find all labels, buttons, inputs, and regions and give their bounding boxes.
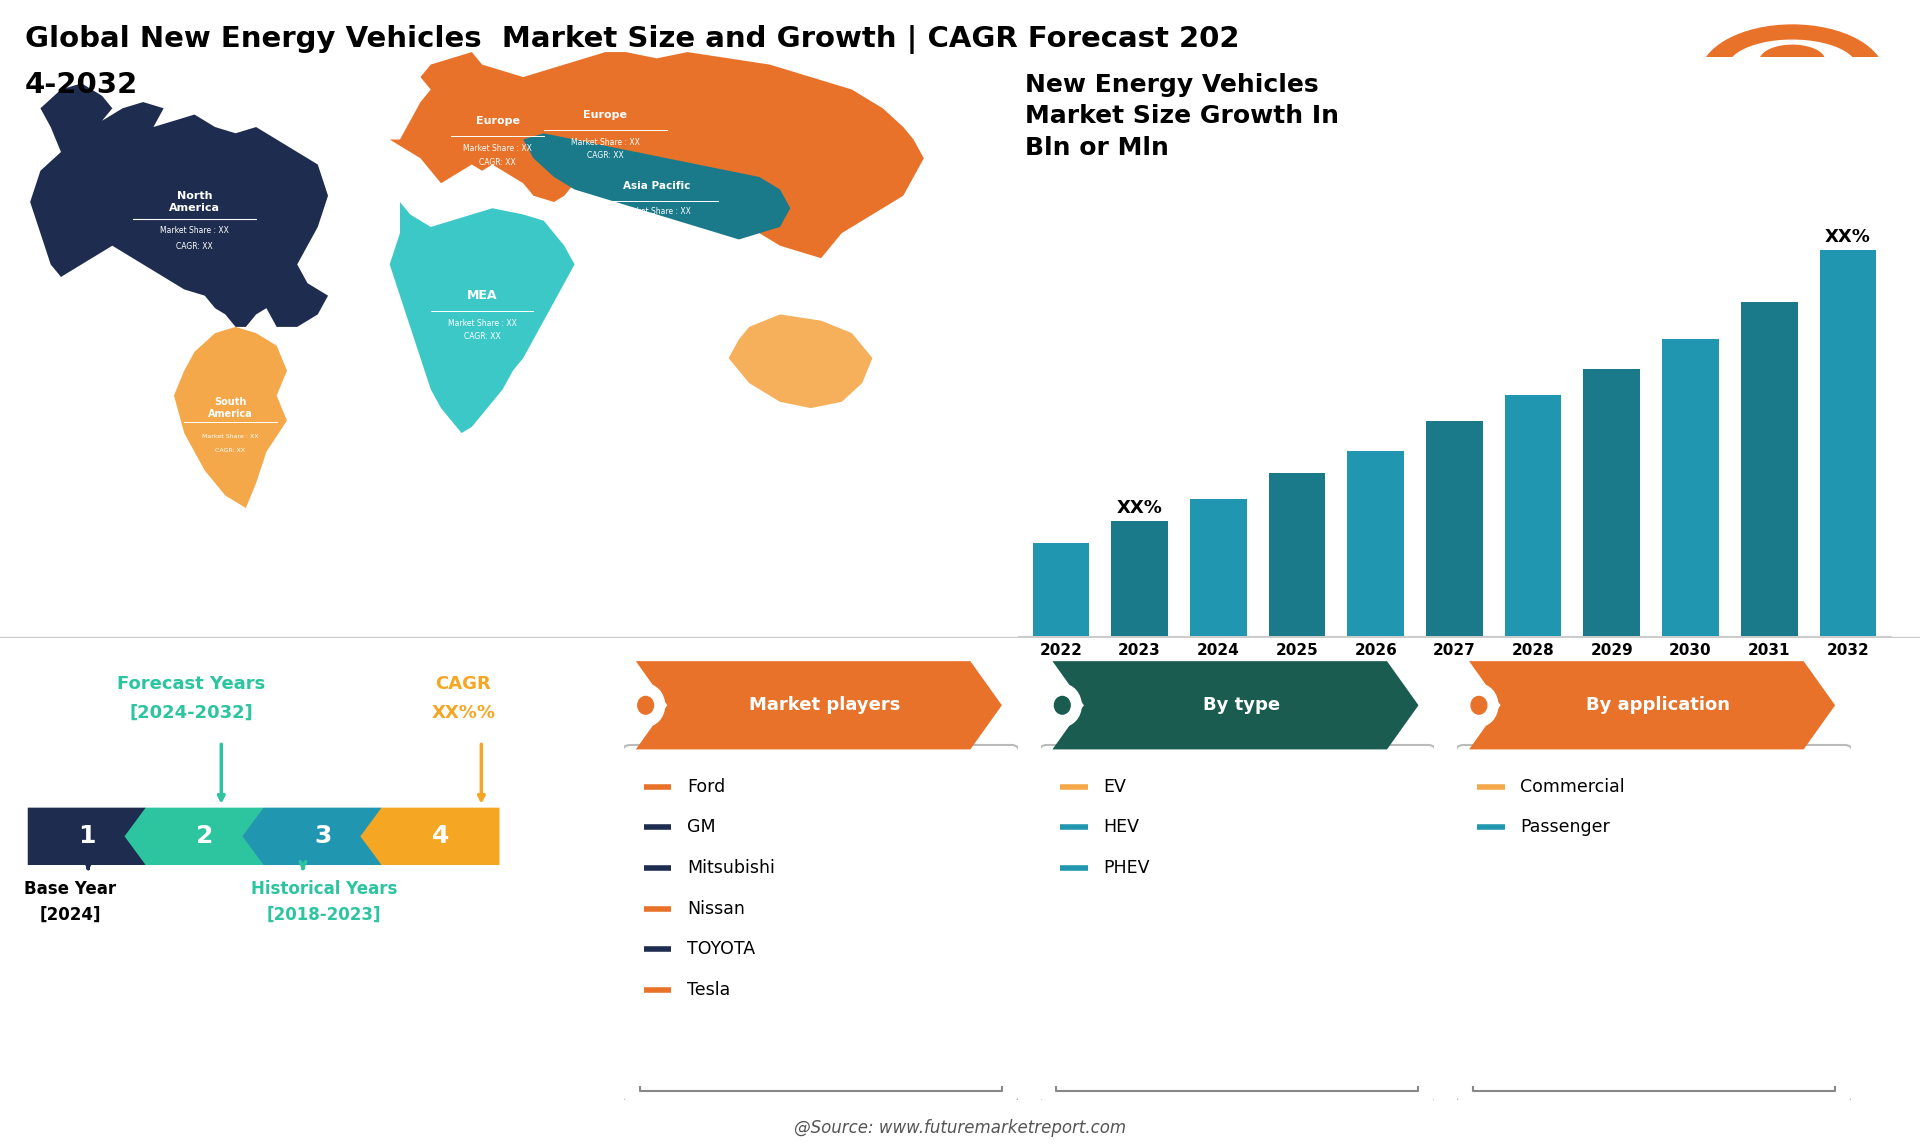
Polygon shape <box>31 84 328 327</box>
Text: Market Share : XX: Market Share : XX <box>202 434 259 439</box>
Text: CAGR: XX: CAGR: XX <box>637 221 676 230</box>
Text: CAGR: XX: CAGR: XX <box>588 151 624 160</box>
Text: Base Year: Base Year <box>25 880 115 897</box>
Bar <box>1820 250 1876 636</box>
Text: CAGR: XX: CAGR: XX <box>215 448 246 453</box>
Text: Mitsubishi: Mitsubishi <box>687 860 776 877</box>
Circle shape <box>1043 684 1081 727</box>
Text: GM: GM <box>687 818 716 837</box>
Polygon shape <box>390 52 595 202</box>
Text: Passenger: Passenger <box>1521 818 1611 837</box>
Text: HEV: HEV <box>1104 818 1140 837</box>
Polygon shape <box>1728 40 1857 68</box>
FancyBboxPatch shape <box>1039 745 1436 1102</box>
Text: Global New Energy Vehicles  Market Size and Growth | CAGR Forecast 202: Global New Energy Vehicles Market Size a… <box>25 25 1240 54</box>
Text: 2: 2 <box>196 824 213 848</box>
Text: Historical Years: Historical Years <box>252 880 397 897</box>
Text: 1: 1 <box>79 824 96 848</box>
Text: Commercial: Commercial <box>1521 778 1624 796</box>
Text: Europe: Europe <box>584 110 628 119</box>
Circle shape <box>1471 697 1486 714</box>
Text: @Source: www.futuremarketreport.com: @Source: www.futuremarketreport.com <box>795 1118 1125 1137</box>
Polygon shape <box>1052 661 1419 749</box>
Text: Forecast Years: Forecast Years <box>117 675 265 693</box>
Text: By application: By application <box>1586 697 1730 714</box>
FancyBboxPatch shape <box>1455 745 1853 1102</box>
Text: Market Share : XX: Market Share : XX <box>463 143 532 152</box>
Text: EV: EV <box>1104 778 1127 796</box>
Polygon shape <box>175 327 286 508</box>
Polygon shape <box>524 52 924 258</box>
Bar <box>1427 421 1482 636</box>
Polygon shape <box>524 133 791 240</box>
Polygon shape <box>1469 661 1836 749</box>
Polygon shape <box>636 661 1002 749</box>
Text: [2018-2023]: [2018-2023] <box>267 906 382 924</box>
Text: Ford: Ford <box>687 778 726 796</box>
Bar <box>1741 303 1797 636</box>
Polygon shape <box>27 808 167 865</box>
Text: Market Share : XX: Market Share : XX <box>447 319 516 328</box>
Text: South
America: South America <box>207 397 253 419</box>
Circle shape <box>626 684 664 727</box>
Text: Market Share : XX: Market Share : XX <box>622 207 691 217</box>
Text: [2024]: [2024] <box>38 906 102 924</box>
Polygon shape <box>125 808 284 865</box>
Bar <box>1112 521 1167 636</box>
Text: 4: 4 <box>432 824 449 848</box>
Bar <box>1269 473 1325 636</box>
Text: CAGR: XX: CAGR: XX <box>480 157 516 166</box>
Text: 4-2032: 4-2032 <box>25 71 138 99</box>
Bar <box>1190 499 1246 636</box>
Text: Market Share : XX: Market Share : XX <box>570 138 639 147</box>
Text: XX%: XX% <box>1826 228 1870 246</box>
Polygon shape <box>361 808 499 865</box>
Bar <box>1505 395 1561 636</box>
Circle shape <box>1459 684 1498 727</box>
Text: Market Share : XX: Market Share : XX <box>159 226 228 235</box>
Circle shape <box>1054 697 1069 714</box>
Text: PHEV: PHEV <box>1104 860 1150 877</box>
Text: XX%: XX% <box>1117 499 1162 517</box>
Text: 3: 3 <box>313 824 332 848</box>
Polygon shape <box>242 808 403 865</box>
Text: By type: By type <box>1202 697 1281 714</box>
Text: Market players: Market players <box>749 697 900 714</box>
Bar <box>1663 339 1718 636</box>
Text: TOYOTA: TOYOTA <box>687 940 755 958</box>
Bar <box>1348 450 1404 636</box>
Polygon shape <box>730 314 872 408</box>
Text: New Energy Vehicles
Market Size Growth In
Bln or Mln: New Energy Vehicles Market Size Growth I… <box>1025 72 1340 160</box>
Text: CAGR: XX: CAGR: XX <box>177 242 213 251</box>
Text: MEA: MEA <box>467 289 497 303</box>
Bar <box>1033 543 1089 636</box>
Circle shape <box>1701 25 1884 126</box>
Text: North
America: North America <box>169 190 221 213</box>
Text: CAGR: CAGR <box>436 675 492 693</box>
Circle shape <box>637 697 653 714</box>
Text: [2024-2032]: [2024-2032] <box>129 704 253 722</box>
Text: CAGR: XX: CAGR: XX <box>465 332 501 342</box>
Polygon shape <box>1761 46 1824 61</box>
Text: Tesla: Tesla <box>687 981 730 999</box>
Text: FUTURE MARKET REPORT: FUTURE MARKET REPORT <box>1753 136 1832 142</box>
Text: Asia Pacific: Asia Pacific <box>624 181 691 191</box>
Polygon shape <box>390 202 574 433</box>
Text: XX%%: XX%% <box>432 704 495 722</box>
Text: Europe: Europe <box>476 116 520 126</box>
Text: Nissan: Nissan <box>687 900 745 918</box>
Text: FMR: FMR <box>1774 91 1811 107</box>
Bar <box>1584 369 1640 636</box>
FancyBboxPatch shape <box>622 745 1020 1102</box>
